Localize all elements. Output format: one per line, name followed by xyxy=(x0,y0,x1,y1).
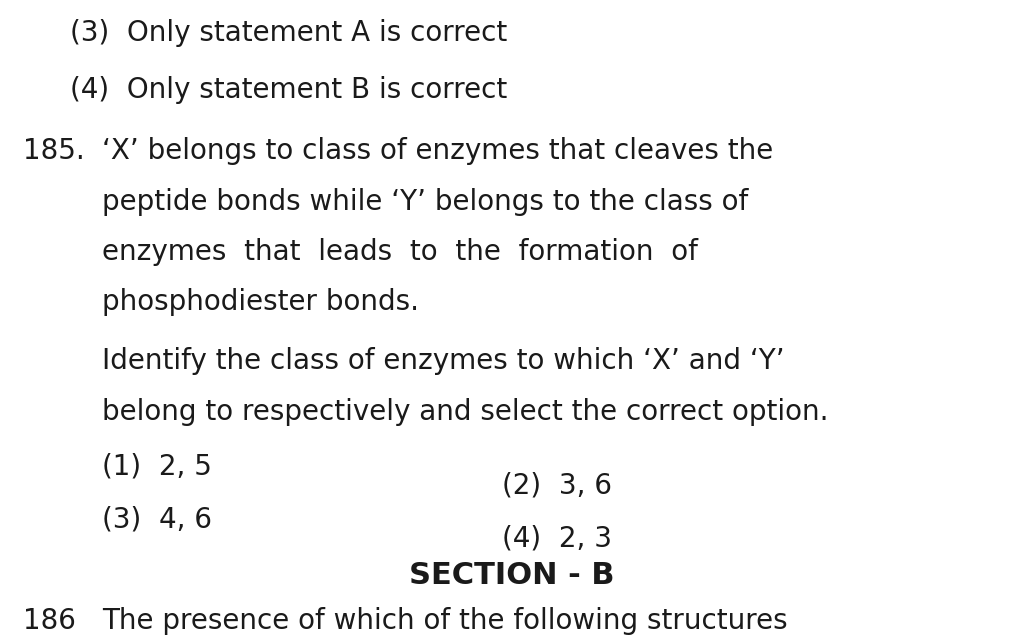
Text: (4)  Only statement B is correct: (4) Only statement B is correct xyxy=(70,76,507,104)
Text: 185.: 185. xyxy=(23,137,84,165)
Text: (1)  2, 5: (1) 2, 5 xyxy=(102,453,212,481)
Text: SECTION - B: SECTION - B xyxy=(410,561,614,590)
Text: (3)  4, 6: (3) 4, 6 xyxy=(102,506,212,534)
Text: (3)  Only statement A is correct: (3) Only statement A is correct xyxy=(70,19,507,47)
Text: 186: 186 xyxy=(23,607,76,635)
Text: ‘X’ belongs to class of enzymes that cleaves the: ‘X’ belongs to class of enzymes that cle… xyxy=(102,137,774,165)
Text: peptide bonds while ‘Y’ belongs to the class of: peptide bonds while ‘Y’ belongs to the c… xyxy=(102,188,749,216)
Text: (2)  3, 6: (2) 3, 6 xyxy=(502,472,611,500)
Text: The presence of which of the following structures: The presence of which of the following s… xyxy=(102,607,788,635)
Text: enzymes  that  leads  to  the  formation  of: enzymes that leads to the formation of xyxy=(102,238,698,266)
Text: (4)  2, 3: (4) 2, 3 xyxy=(502,525,611,553)
Text: belong to respectively and select the correct option.: belong to respectively and select the co… xyxy=(102,398,828,425)
Text: phosphodiester bonds.: phosphodiester bonds. xyxy=(102,288,420,316)
Text: Identify the class of enzymes to which ‘X’ and ‘Y’: Identify the class of enzymes to which ‘… xyxy=(102,347,785,375)
